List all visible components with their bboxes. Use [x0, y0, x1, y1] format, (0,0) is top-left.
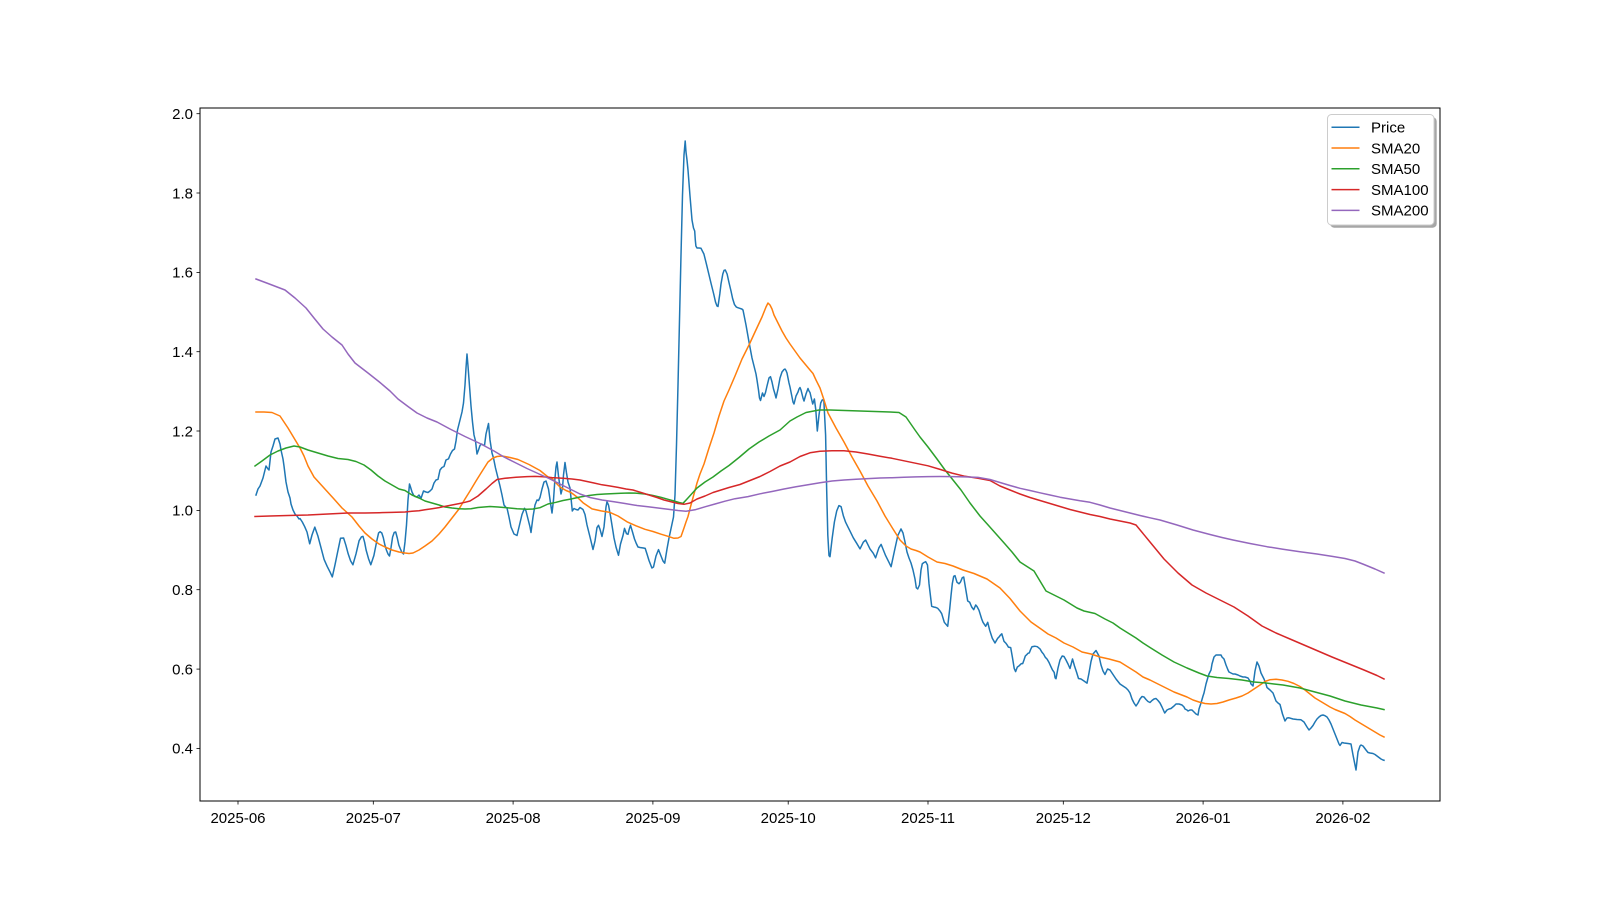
svg-text:1.4: 1.4	[172, 344, 193, 361]
svg-text:1.2: 1.2	[172, 423, 193, 440]
svg-text:2025-08: 2025-08	[486, 810, 541, 827]
svg-text:2025-11: 2025-11	[901, 810, 955, 827]
svg-text:0.4: 0.4	[172, 741, 193, 758]
svg-text:SMA50: SMA50	[1371, 161, 1420, 178]
svg-text:1.6: 1.6	[172, 265, 193, 282]
svg-text:1.8: 1.8	[172, 185, 193, 202]
svg-text:0.8: 0.8	[172, 582, 193, 599]
svg-text:SMA100: SMA100	[1371, 182, 1429, 199]
svg-text:2026-02: 2026-02	[1315, 810, 1370, 827]
svg-text:2025-10: 2025-10	[761, 810, 816, 827]
svg-text:2025-12: 2025-12	[1036, 810, 1091, 827]
svg-text:2025-06: 2025-06	[210, 810, 265, 827]
svg-text:2.0: 2.0	[172, 106, 193, 123]
svg-text:0.6: 0.6	[172, 661, 193, 678]
svg-text:SMA200: SMA200	[1371, 203, 1429, 220]
svg-text:SMA20: SMA20	[1371, 140, 1420, 157]
svg-text:2025-09: 2025-09	[625, 810, 680, 827]
svg-text:Price: Price	[1371, 120, 1405, 137]
svg-text:2026-01: 2026-01	[1176, 810, 1231, 827]
svg-text:1.0: 1.0	[172, 503, 193, 520]
svg-text:2025-07: 2025-07	[346, 810, 401, 827]
